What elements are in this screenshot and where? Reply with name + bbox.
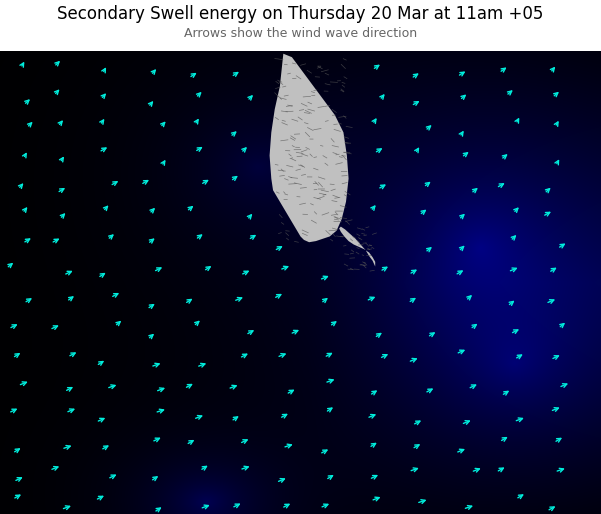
Polygon shape [270, 53, 349, 242]
Text: Secondary Swell energy on Thursday 20 Mar at 11am +05: Secondary Swell energy on Thursday 20 Ma… [57, 5, 544, 23]
Polygon shape [339, 227, 375, 266]
Text: Arrows show the wind wave direction: Arrows show the wind wave direction [184, 27, 417, 40]
